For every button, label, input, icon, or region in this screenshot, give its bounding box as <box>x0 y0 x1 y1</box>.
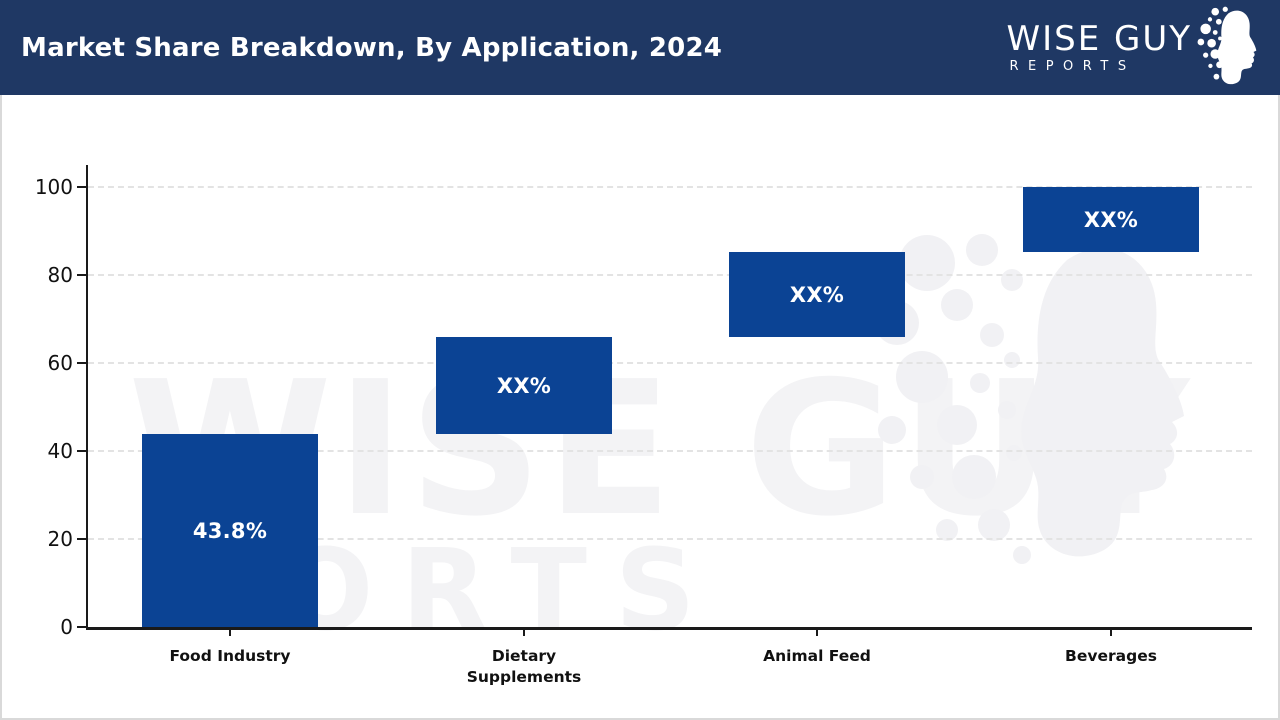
bar-value-label: 43.8% <box>192 518 268 543</box>
y-tick-label-0: 0 <box>60 615 73 639</box>
x-axis-line <box>86 627 1252 630</box>
logo-subtitle: REPORTS <box>1009 58 1136 74</box>
logo-wordmark: WISE GUY <box>1006 18 1192 59</box>
gridline-80 <box>88 274 1252 276</box>
bar-segment: 43.8% <box>142 434 318 627</box>
gridline-100 <box>88 186 1252 188</box>
y-tick-label-40: 40 <box>47 439 73 463</box>
y-tick-40 <box>77 450 86 452</box>
y-tick-label-20: 20 <box>47 527 73 551</box>
page-title: Market Share Breakdown, By Application, … <box>21 32 723 63</box>
bar-segment: XX% <box>436 337 612 435</box>
x-category-label: Beverages <box>1065 647 1157 665</box>
y-tick-label-100: 100 <box>34 175 73 199</box>
y-tick-100 <box>77 186 86 188</box>
y-tick-20 <box>77 538 86 540</box>
x-category-label: Dietary Supplements <box>466 647 582 686</box>
x-tick <box>816 630 818 636</box>
gridline-20 <box>88 538 1252 540</box>
watermark-face-icon <box>875 234 1184 564</box>
x-tick <box>1110 630 1112 636</box>
x-tick <box>523 630 525 636</box>
y-tick-0 <box>77 626 86 628</box>
bar-segment: XX% <box>1023 187 1199 253</box>
bar-value-label: XX% <box>789 282 845 307</box>
chart-area: WISE GUY PORTS 0 20 40 60 80 100 43.8% Food Ind… <box>0 95 1280 718</box>
y-tick-label-80: 80 <box>47 263 73 287</box>
x-category-label: Animal Feed <box>763 647 871 665</box>
x-category-label: Food Industry <box>169 647 291 665</box>
y-tick-label-60: 60 <box>47 351 73 375</box>
gridline-40 <box>88 450 1252 452</box>
dotted-face-icon <box>1197 6 1257 84</box>
y-axis-line <box>86 165 88 627</box>
bar-value-label: XX% <box>496 373 552 398</box>
gridline-60 <box>88 362 1252 364</box>
bar-value-label: XX% <box>1083 207 1139 232</box>
header-bar: Market Share Breakdown, By Application, … <box>0 0 1280 95</box>
bar-segment: XX% <box>729 252 905 338</box>
logo-text: WISE GUY REPORTS <box>1006 22 1192 74</box>
plot-area: 0 20 40 60 80 100 43.8% Food Industry XX% Dietary… <box>35 165 1252 686</box>
x-tick <box>229 630 231 636</box>
y-tick-80 <box>77 274 86 276</box>
wise-guy-reports-logo: WISE GUY REPORTS <box>1006 5 1280 91</box>
y-tick-60 <box>77 362 86 364</box>
